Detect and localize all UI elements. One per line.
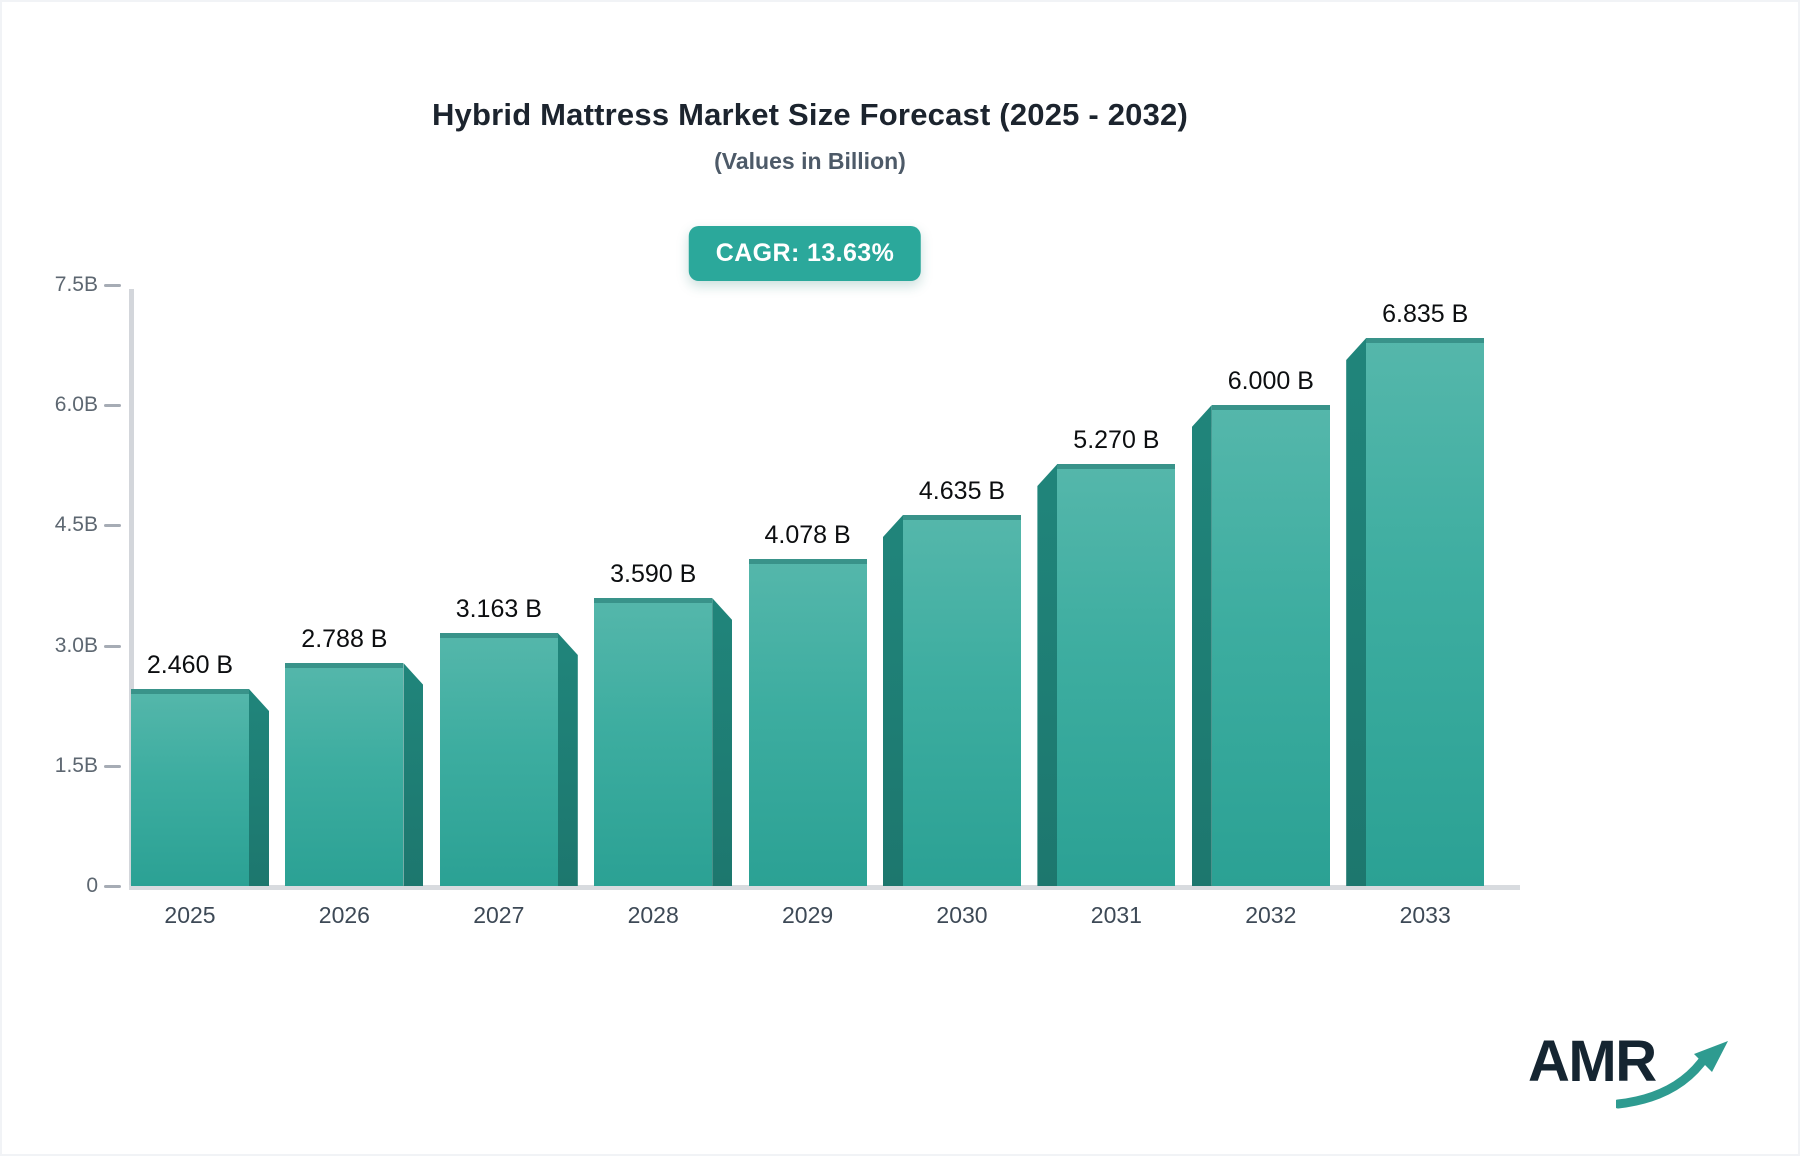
bar-top-edge [903,515,1021,520]
bar-value-label: 4.078 B [764,521,851,549]
bar-top-edge [285,663,404,668]
y-tick-mark [104,764,121,768]
bar-top-edge [1366,338,1485,343]
x-axis-label: 2025 [164,902,216,928]
y-tick-mark [104,404,121,408]
bar-top-edge [1211,405,1330,410]
bar-top-edge [1057,464,1176,469]
bar-side-face [1037,464,1058,886]
x-axis-label: 2032 [1245,902,1297,928]
bar [1366,338,1485,886]
bar-value-label: 6.835 B [1382,300,1469,328]
bar-side-face [403,663,424,886]
y-tick-label: 6.0B [54,393,98,417]
y-tick-mark [104,284,121,287]
bar-top-edge [439,633,558,638]
bar-top-edge [131,689,249,694]
growth-arrow-icon [1616,1041,1728,1109]
x-axis-line [129,885,1520,890]
y-tick-label: 4.5B [54,513,98,537]
bar-value-label: 3.163 B [455,595,542,623]
bar-value-label: 4.635 B [918,477,1006,505]
x-axis-label: 2031 [1090,902,1142,928]
bar-top-edge [748,559,867,564]
bar-side-face [557,633,578,886]
y-tick-label: 7.5B [54,273,98,296]
bar [285,663,404,886]
bar [748,559,867,886]
y-tick-mark [104,524,121,528]
y-axis-line [129,289,134,890]
chart-subtitle: (Values in Billion) [714,148,906,174]
bar-value-label: 2.460 B [146,651,234,679]
bar [594,598,713,886]
y-tick-label: 0 [86,874,98,897]
bar-side-face [1191,405,1212,886]
x-axis-label: 2026 [318,902,370,928]
bar-value-label: 3.590 B [610,560,697,588]
bar-value-label: 6.000 B [1227,367,1314,395]
x-axis-label: 2029 [782,902,834,928]
y-tick-mark [104,644,121,648]
bar-value-label: 2.788 B [301,625,388,653]
chart-title: Hybrid Mattress Market Size Forecast (20… [431,97,1189,132]
amr-logo-text: AMR [1528,1029,1657,1094]
x-axis-label: 2033 [1399,902,1451,928]
x-axis-label: 2030 [936,902,988,928]
bar-value-label: 5.270 B [1073,426,1160,454]
bar-side-face [712,598,733,886]
bar-side-face [249,689,269,886]
y-tick-label: 1.5B [54,753,98,777]
bar [903,515,1021,886]
amr-logo: AMR [1528,1028,1728,1118]
bar-top-edge [594,598,713,603]
x-axis-label: 2028 [627,902,679,928]
bar-side-face [883,515,903,886]
cagr-badge: CAGR: 13.63% [688,226,922,281]
y-tick-label: 3.0B [54,633,98,657]
bar [1211,405,1330,886]
bar [1057,464,1176,886]
x-axis-label: 2027 [473,902,525,928]
bar-side-face [1346,338,1367,886]
y-tick-mark [104,885,121,888]
bar [131,689,249,886]
bar [439,633,558,886]
